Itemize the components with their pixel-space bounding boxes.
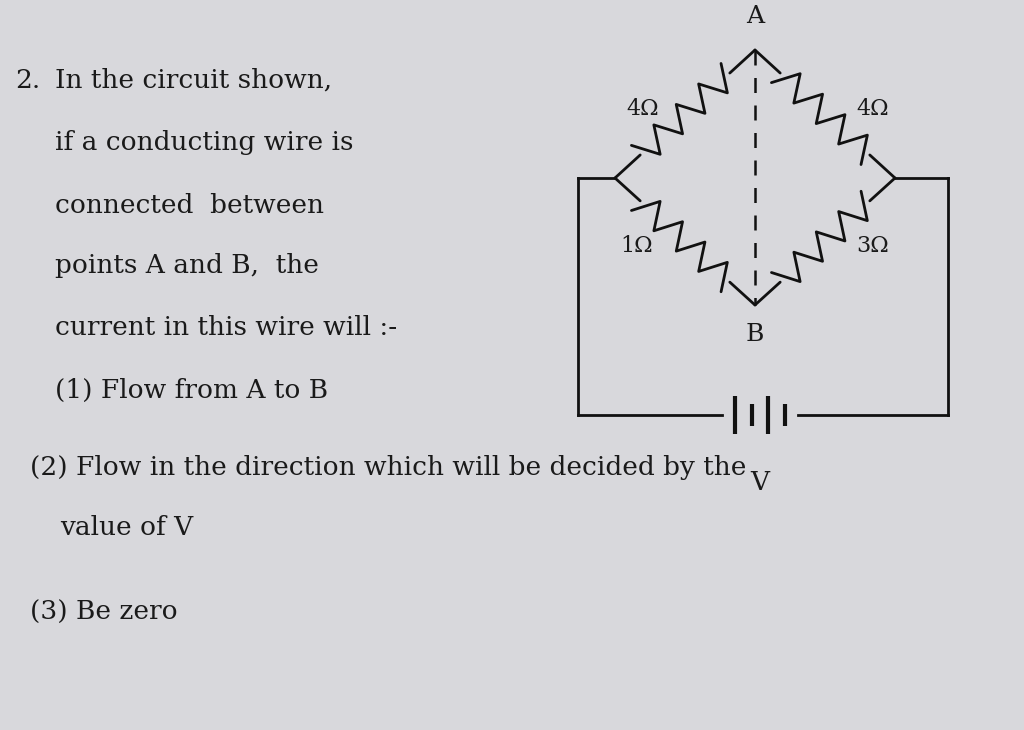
Text: connected  between: connected between [55,193,324,218]
Text: In the circuit shown,: In the circuit shown, [55,68,332,93]
Text: (3) Be zero: (3) Be zero [30,600,177,625]
Text: 4Ω: 4Ω [857,98,889,120]
Text: current in this wire will :-: current in this wire will :- [55,315,397,340]
Text: (2) Flow in the direction which will be decided by the: (2) Flow in the direction which will be … [30,455,746,480]
Text: 2.: 2. [15,68,40,93]
Text: if a conducting wire is: if a conducting wire is [55,130,353,155]
Text: 4Ω: 4Ω [627,98,659,120]
Text: B: B [745,323,764,346]
Text: 3Ω: 3Ω [857,236,890,258]
Text: A: A [745,5,764,28]
Text: points A and B,  the: points A and B, the [55,253,318,278]
Text: value of V: value of V [60,515,194,540]
Text: 1Ω: 1Ω [621,236,653,258]
Text: (1) Flow from A to B: (1) Flow from A to B [55,378,328,403]
Text: V: V [751,470,769,495]
